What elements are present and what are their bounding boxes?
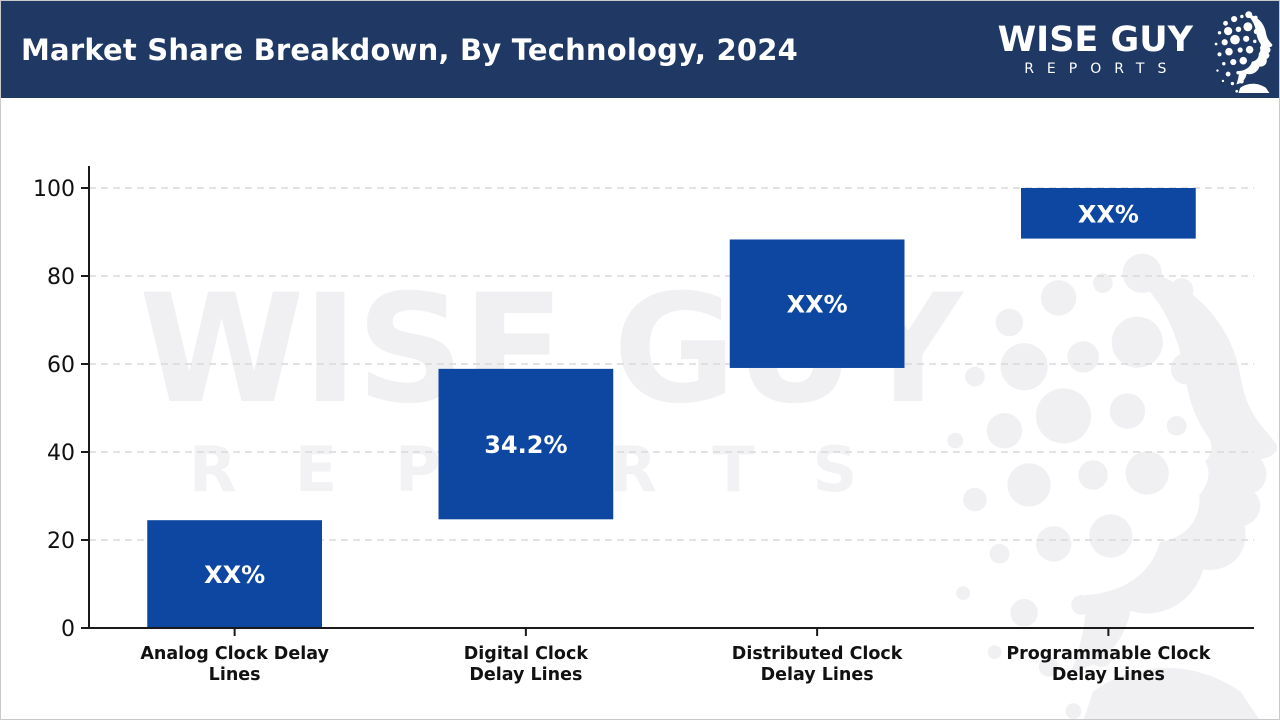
page-title: Market Share Breakdown, By Technology, 2… xyxy=(21,32,799,67)
y-tick-label: 80 xyxy=(47,265,75,290)
bar-value-label: XX% xyxy=(787,291,848,319)
x-category-label: Digital Clock Delay Lines xyxy=(464,644,589,685)
x-category-label: Distributed Clock Delay Lines xyxy=(732,644,903,685)
y-tick-label: 20 xyxy=(47,529,75,554)
y-tick-label: 60 xyxy=(47,353,75,378)
bar-segment xyxy=(438,368,614,520)
x-category-label: Programmable Clock Delay Lines xyxy=(1006,644,1210,685)
y-tick-label: 0 xyxy=(61,617,75,642)
bar-value-label: XX% xyxy=(204,561,265,589)
y-tick-label: 40 xyxy=(47,441,75,466)
logo-tagline: REPORTS xyxy=(1024,61,1180,77)
bar-value-label: 34.2% xyxy=(484,431,567,459)
bar-segment xyxy=(1021,188,1196,239)
logo-wordmark: WISE GUY xyxy=(997,20,1193,60)
logo-face-icon xyxy=(1214,10,1273,93)
bar-segment xyxy=(147,520,322,628)
bar-segment xyxy=(729,239,905,368)
page-header: Market Share Breakdown, By Technology, 2… xyxy=(1,1,1279,98)
bar-value-label: XX% xyxy=(1078,200,1139,228)
brand-logo-text: WISE GUY REPORTS xyxy=(997,20,1193,77)
brand-logo: WISE GUY REPORTS xyxy=(997,7,1279,93)
y-tick-label: 100 xyxy=(33,177,75,202)
x-category-label: Analog Clock Delay Lines xyxy=(140,644,329,685)
